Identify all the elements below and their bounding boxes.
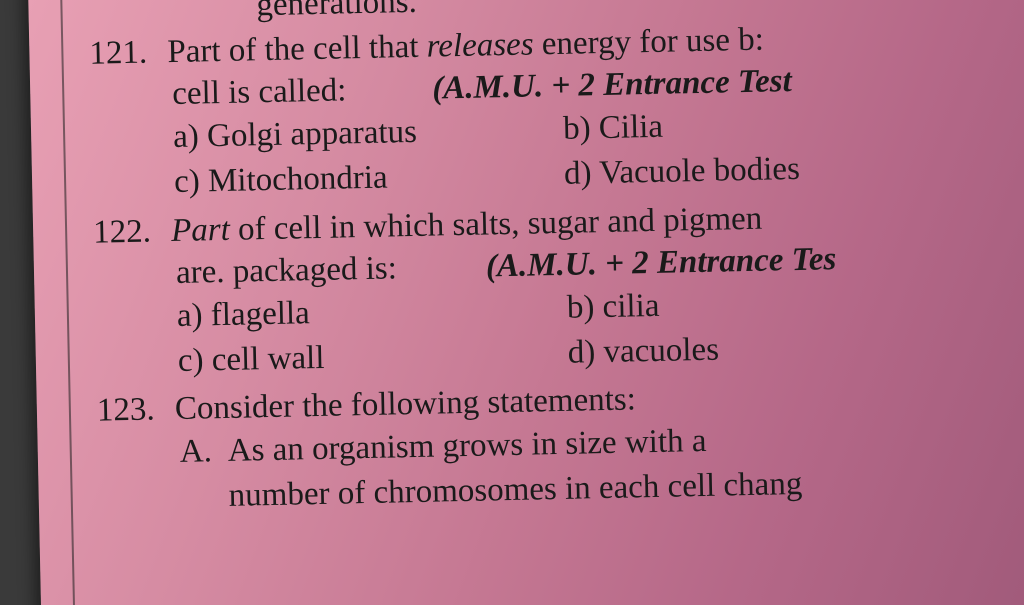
scanned-page: generations. 121. Part of the cell that …: [28, 0, 1024, 605]
stem-em: releases: [426, 26, 534, 64]
statement-text: As an organism grows in size with a numb…: [227, 413, 1005, 518]
statement-line1: As an organism grows in size with a: [227, 423, 706, 469]
question-121-options: a) Golgi apparatus b) Cilia c) Mitochond…: [173, 98, 999, 204]
question-number: 123.: [94, 388, 175, 432]
question-number: 122.: [91, 210, 172, 254]
stem-text-post: energy for use b:: [533, 22, 764, 63]
question-number: 121.: [87, 31, 168, 75]
option-d: d) Vacuole bodies: [564, 143, 999, 197]
option-c: c) Mitochondria: [174, 152, 565, 205]
stem-line2: are. packaged is:: [176, 245, 487, 294]
stem-line2: cell is called:: [172, 68, 433, 116]
statement-letter: A.: [179, 429, 229, 518]
option-c: c) cell wall: [177, 330, 568, 383]
question-122-options: a) flagella b) cilia c) cell wall d) vac…: [176, 277, 1002, 383]
stem-em: Part: [171, 211, 230, 248]
statement-A: A. As an organism grows in size with a n…: [179, 413, 1005, 519]
page-content: generations. 121. Part of the cell that …: [72, 0, 1005, 521]
stem-text-pre: Part of the cell that: [167, 29, 427, 70]
statement-line2: number of chromosomes in each cell chang: [228, 465, 802, 513]
option-d: d) vacuoles: [567, 321, 1002, 375]
left-margin-rule: [60, 0, 75, 605]
